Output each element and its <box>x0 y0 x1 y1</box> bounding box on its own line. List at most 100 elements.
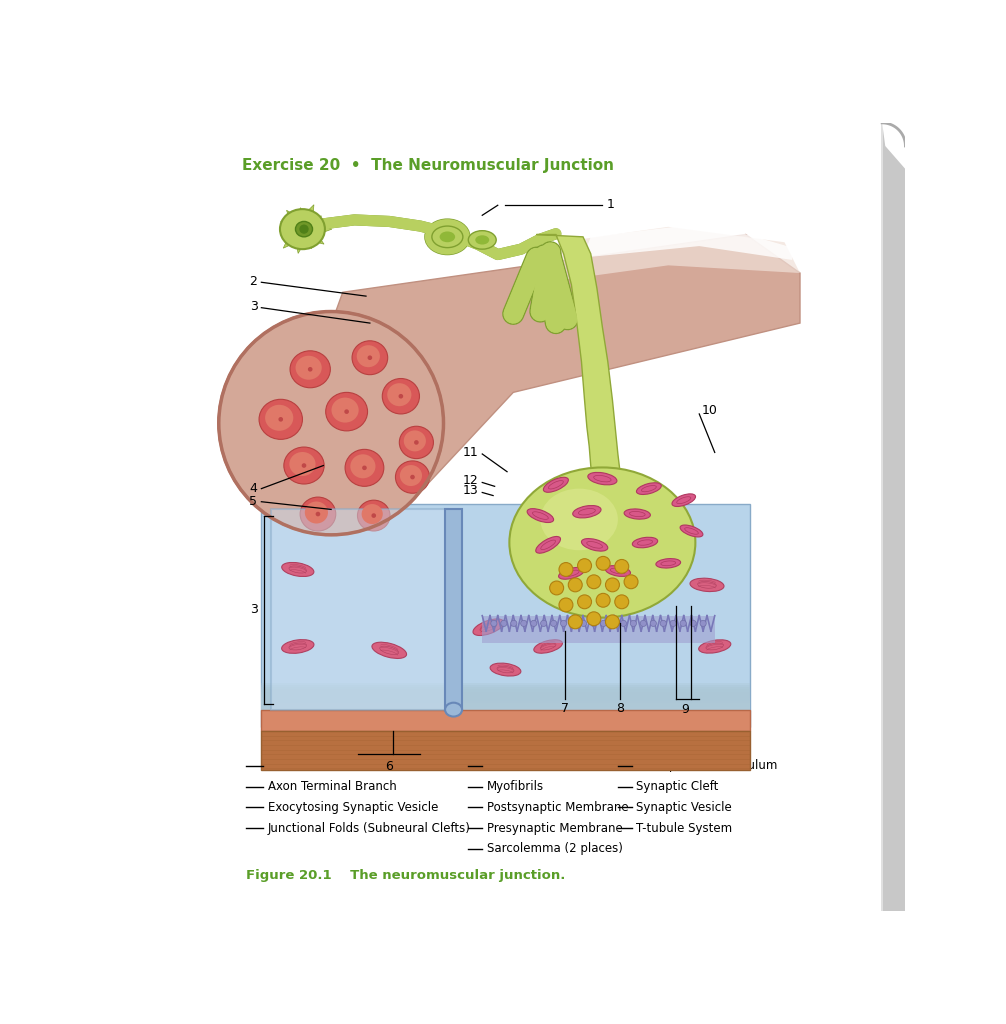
Circle shape <box>344 410 349 414</box>
Bar <box>880 123 883 911</box>
Polygon shape <box>536 234 622 484</box>
Text: 6: 6 <box>385 761 393 773</box>
Ellipse shape <box>280 209 325 249</box>
Text: Exercise 20  •  The Neuromuscular Junction: Exercise 20 • The Neuromuscular Junction <box>242 158 614 173</box>
Text: 7: 7 <box>561 701 569 715</box>
Circle shape <box>559 598 573 611</box>
Text: 4: 4 <box>249 482 258 496</box>
Ellipse shape <box>300 497 336 531</box>
Text: Figure 20.1    The neuromuscular junction.: Figure 20.1 The neuromuscular junction. <box>245 869 565 883</box>
Circle shape <box>615 559 629 573</box>
Ellipse shape <box>361 504 382 524</box>
Ellipse shape <box>637 482 661 495</box>
Ellipse shape <box>473 618 504 636</box>
Text: 12: 12 <box>463 474 479 487</box>
Bar <box>262 698 749 721</box>
Ellipse shape <box>282 640 314 653</box>
Circle shape <box>670 621 676 627</box>
Polygon shape <box>281 221 303 229</box>
Ellipse shape <box>558 567 584 580</box>
Circle shape <box>591 621 597 627</box>
Text: Sarcoplasmic Reticulum: Sarcoplasmic Reticulum <box>636 760 777 772</box>
Ellipse shape <box>403 430 426 452</box>
Circle shape <box>611 621 617 627</box>
Circle shape <box>640 621 647 627</box>
Circle shape <box>680 621 686 627</box>
Polygon shape <box>303 205 314 229</box>
Text: Exocytosing Synaptic Vesicle: Exocytosing Synaptic Vesicle <box>268 801 438 814</box>
Circle shape <box>302 463 306 468</box>
Ellipse shape <box>399 465 423 486</box>
Ellipse shape <box>509 467 695 617</box>
Ellipse shape <box>440 231 455 243</box>
Ellipse shape <box>296 221 313 237</box>
Polygon shape <box>287 210 303 229</box>
Bar <box>262 689 749 712</box>
Circle shape <box>549 581 563 595</box>
Ellipse shape <box>387 383 411 407</box>
Ellipse shape <box>350 455 375 478</box>
Ellipse shape <box>581 539 608 551</box>
Ellipse shape <box>326 392 367 431</box>
Circle shape <box>362 466 367 470</box>
Bar <box>262 694 749 716</box>
Ellipse shape <box>469 230 496 249</box>
Text: Sarcolemma (2 places): Sarcolemma (2 places) <box>487 843 623 855</box>
Ellipse shape <box>543 477 568 493</box>
Text: Axon Terminal Branch: Axon Terminal Branch <box>268 780 396 794</box>
Ellipse shape <box>656 559 681 568</box>
Ellipse shape <box>445 702 462 717</box>
Bar <box>482 615 714 643</box>
Polygon shape <box>529 227 800 285</box>
Circle shape <box>279 417 283 422</box>
Bar <box>262 504 749 727</box>
Circle shape <box>615 595 629 608</box>
Polygon shape <box>282 229 303 236</box>
Ellipse shape <box>372 642 406 658</box>
Circle shape <box>577 595 592 608</box>
Ellipse shape <box>399 426 434 459</box>
Circle shape <box>690 621 696 627</box>
Circle shape <box>586 611 601 626</box>
Bar <box>882 123 905 911</box>
Circle shape <box>560 621 566 627</box>
Text: Junctional Folds (Subneural Clefts): Junctional Folds (Subneural Clefts) <box>268 821 471 835</box>
Polygon shape <box>273 234 800 531</box>
Ellipse shape <box>266 404 294 431</box>
Text: 3: 3 <box>249 300 258 313</box>
Text: 5: 5 <box>249 496 258 508</box>
Circle shape <box>586 574 601 589</box>
Ellipse shape <box>690 579 724 592</box>
Circle shape <box>308 367 313 372</box>
Ellipse shape <box>680 525 703 537</box>
Ellipse shape <box>624 509 651 519</box>
Text: T-tubule System: T-tubule System <box>636 821 731 835</box>
Circle shape <box>218 311 444 535</box>
Circle shape <box>660 621 666 627</box>
Ellipse shape <box>284 447 324 484</box>
Text: Mitochondria: Mitochondria <box>487 760 564 772</box>
Polygon shape <box>303 229 324 244</box>
Ellipse shape <box>382 379 420 414</box>
Polygon shape <box>298 208 305 229</box>
Bar <box>262 685 749 708</box>
Circle shape <box>650 621 656 627</box>
Circle shape <box>624 574 638 589</box>
Circle shape <box>577 559 592 572</box>
Ellipse shape <box>290 351 330 388</box>
Circle shape <box>410 475 414 479</box>
Circle shape <box>601 621 607 627</box>
Text: 2: 2 <box>249 275 258 288</box>
Bar <box>262 731 749 770</box>
Bar <box>262 696 749 719</box>
Circle shape <box>511 621 517 627</box>
Circle shape <box>300 224 309 233</box>
Circle shape <box>414 440 418 444</box>
Ellipse shape <box>282 562 314 577</box>
Text: Synaptic Vesicle: Synaptic Vesicle <box>636 801 731 814</box>
Ellipse shape <box>475 236 489 245</box>
Bar <box>262 700 749 723</box>
Ellipse shape <box>352 341 387 375</box>
Text: Myofibrils: Myofibrils <box>487 780 544 794</box>
Text: 8: 8 <box>617 701 624 715</box>
